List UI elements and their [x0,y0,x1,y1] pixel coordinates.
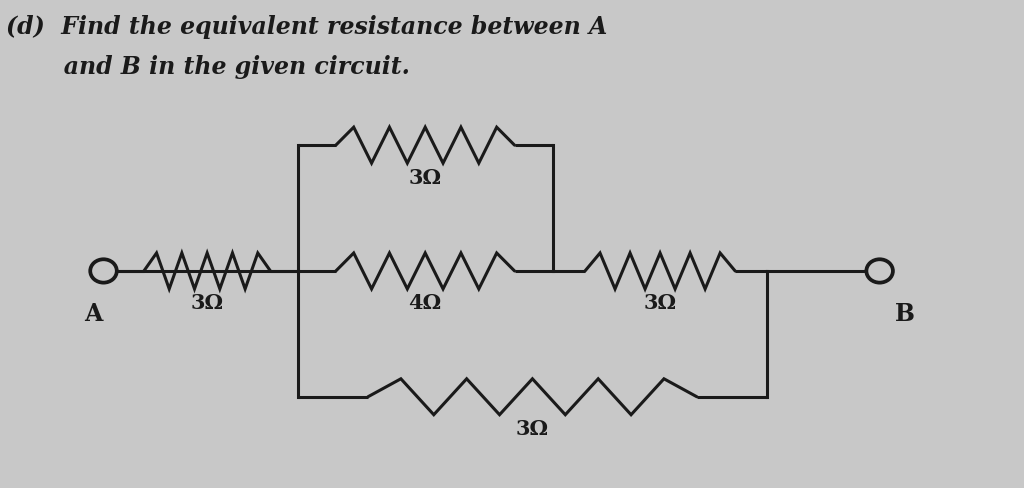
Text: 3Ω: 3Ω [643,293,677,313]
Text: 4Ω: 4Ω [409,293,441,313]
Text: 3Ω: 3Ω [516,419,549,439]
Text: (d)  Find the equivalent resistance between A: (d) Find the equivalent resistance betwe… [6,15,608,39]
Text: 3Ω: 3Ω [409,167,441,187]
Text: B: B [895,303,915,326]
Text: and B in the given circuit.: and B in the given circuit. [6,55,411,80]
Text: A: A [84,303,102,326]
Text: 3Ω: 3Ω [190,293,223,313]
